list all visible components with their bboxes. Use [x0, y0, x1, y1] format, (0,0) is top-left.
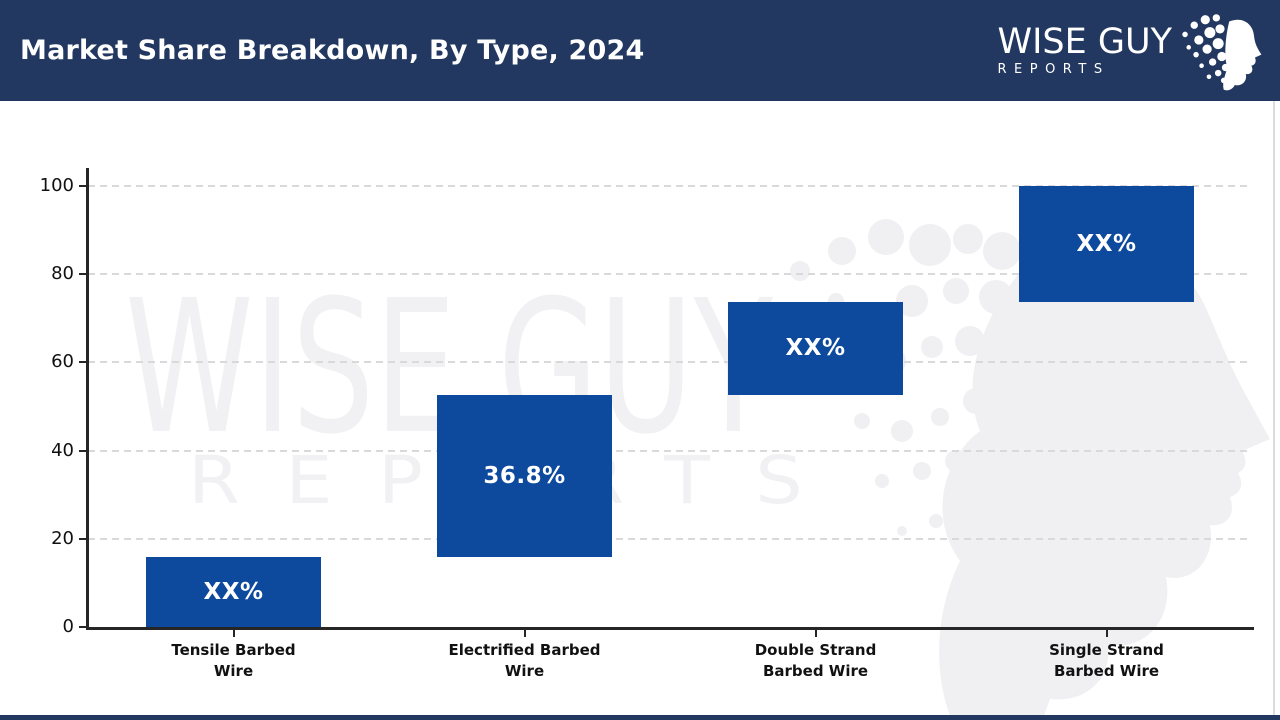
- x-tickmark-2: [523, 630, 526, 637]
- bar-1: XX%: [146, 557, 321, 627]
- brand-head-icon: [1182, 13, 1262, 90]
- brand-logo: WISE GUY REPORTS: [997, 7, 1266, 95]
- x-tickmark-4: [1105, 630, 1108, 637]
- x-category-label-line: Barbed Wire: [762, 662, 869, 680]
- y-tick-label-80: 80: [51, 263, 74, 285]
- watermark-head: [790, 219, 1270, 716]
- plot-right-edge: [1273, 101, 1275, 716]
- y-tick-label-20: 20: [51, 527, 74, 549]
- x-category-label-4: Single Strand Barbed Wire: [987, 640, 1227, 682]
- y-tick-label-60: 60: [51, 351, 74, 373]
- gridline-40: [88, 449, 1252, 452]
- page-title: Market Share Breakdown, By Type, 2024: [20, 35, 645, 66]
- brand-logo-text: WISE GUY REPORTS: [997, 24, 1172, 77]
- bar-value-label: 36.8%: [483, 463, 566, 490]
- x-category-label-line: Barbed Wire: [1053, 662, 1160, 680]
- y-tickmark-80: [79, 273, 86, 276]
- bar-value-label: XX%: [1076, 230, 1137, 257]
- bar-3: XX%: [728, 301, 903, 396]
- y-tickmark-20: [79, 537, 86, 540]
- x-category-label-line: Single Strand: [1049, 641, 1164, 659]
- bar-4: XX%: [1019, 186, 1194, 302]
- brand-logo-sub: REPORTS: [997, 62, 1110, 77]
- x-category-label-line: Wire: [504, 662, 545, 680]
- x-category-label-1: Tensile Barbed Wire: [114, 640, 354, 682]
- x-tickmark-1: [232, 630, 235, 637]
- x-category-label-line: Double Strand: [754, 641, 877, 659]
- gridline-80: [88, 273, 1252, 276]
- y-tick-label-40: 40: [51, 439, 74, 461]
- y-tickmark-0: [79, 626, 86, 628]
- x-category-label-line: Wire: [213, 662, 254, 680]
- header: Market Share Breakdown, By Type, 2024 WI…: [0, 0, 1280, 101]
- bar-value-label: XX%: [785, 335, 846, 362]
- x-axis-line: [86, 627, 1254, 630]
- y-axis-line: [86, 168, 89, 630]
- x-category-label-3: Double Strand Barbed Wire: [696, 640, 936, 682]
- footer-bar: [0, 715, 1280, 720]
- y-tick-label-100: 100: [39, 175, 74, 196]
- y-tickmark-40: [79, 449, 86, 452]
- y-tickmark-100: [79, 185, 86, 187]
- brand-logo-name: WISE GUY: [997, 22, 1172, 62]
- bar-value-label: XX%: [203, 579, 264, 606]
- x-category-label-line: Tensile Barbed: [171, 641, 296, 659]
- gridline-20: [88, 537, 1252, 540]
- y-tickmark-60: [79, 361, 86, 364]
- x-category-label-line: Electrified Barbed: [448, 641, 601, 659]
- chart-area: WISE GUY REPORTS XX%36.8%XX%XX% 020: [0, 101, 1280, 716]
- gridline-100: [88, 185, 1252, 187]
- x-category-label-2: Electrified Barbed Wire: [405, 640, 645, 682]
- y-tick-label-0: 0: [62, 616, 74, 637]
- bar-2: 36.8%: [437, 395, 612, 558]
- x-tickmark-3: [814, 630, 817, 637]
- gridline-60: [88, 361, 1252, 364]
